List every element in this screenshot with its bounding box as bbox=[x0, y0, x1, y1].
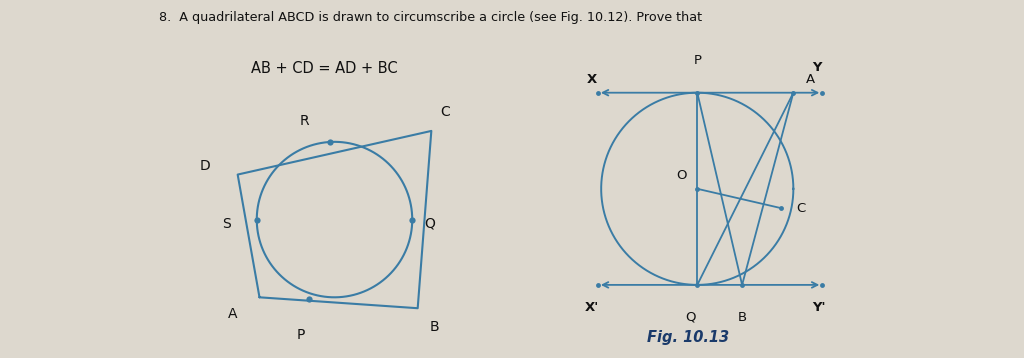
Text: Q: Q bbox=[686, 310, 696, 324]
Text: C: C bbox=[440, 105, 450, 119]
Text: S: S bbox=[222, 217, 231, 231]
Text: O: O bbox=[676, 169, 686, 183]
Text: P: P bbox=[296, 329, 304, 343]
Text: P: P bbox=[693, 54, 701, 67]
Text: A: A bbox=[806, 73, 815, 86]
Text: B: B bbox=[737, 310, 746, 324]
Text: C: C bbox=[797, 202, 806, 214]
Text: Y': Y' bbox=[813, 301, 826, 314]
Text: B: B bbox=[429, 320, 439, 334]
Text: AB + CD = AD + BC: AB + CD = AD + BC bbox=[251, 61, 397, 76]
Text: A: A bbox=[227, 307, 237, 321]
Text: X': X' bbox=[585, 301, 599, 314]
Text: D: D bbox=[200, 159, 210, 173]
Text: Fig. 10.13: Fig. 10.13 bbox=[646, 330, 729, 345]
Text: X: X bbox=[587, 73, 597, 86]
Text: Q: Q bbox=[425, 217, 435, 231]
Text: Y: Y bbox=[813, 61, 822, 74]
Text: 8.  A quadrilateral ABCD is drawn to circumscribe a circle (see Fig. 10.12). Pro: 8. A quadrilateral ABCD is drawn to circ… bbox=[159, 11, 701, 24]
Text: R: R bbox=[300, 114, 309, 129]
